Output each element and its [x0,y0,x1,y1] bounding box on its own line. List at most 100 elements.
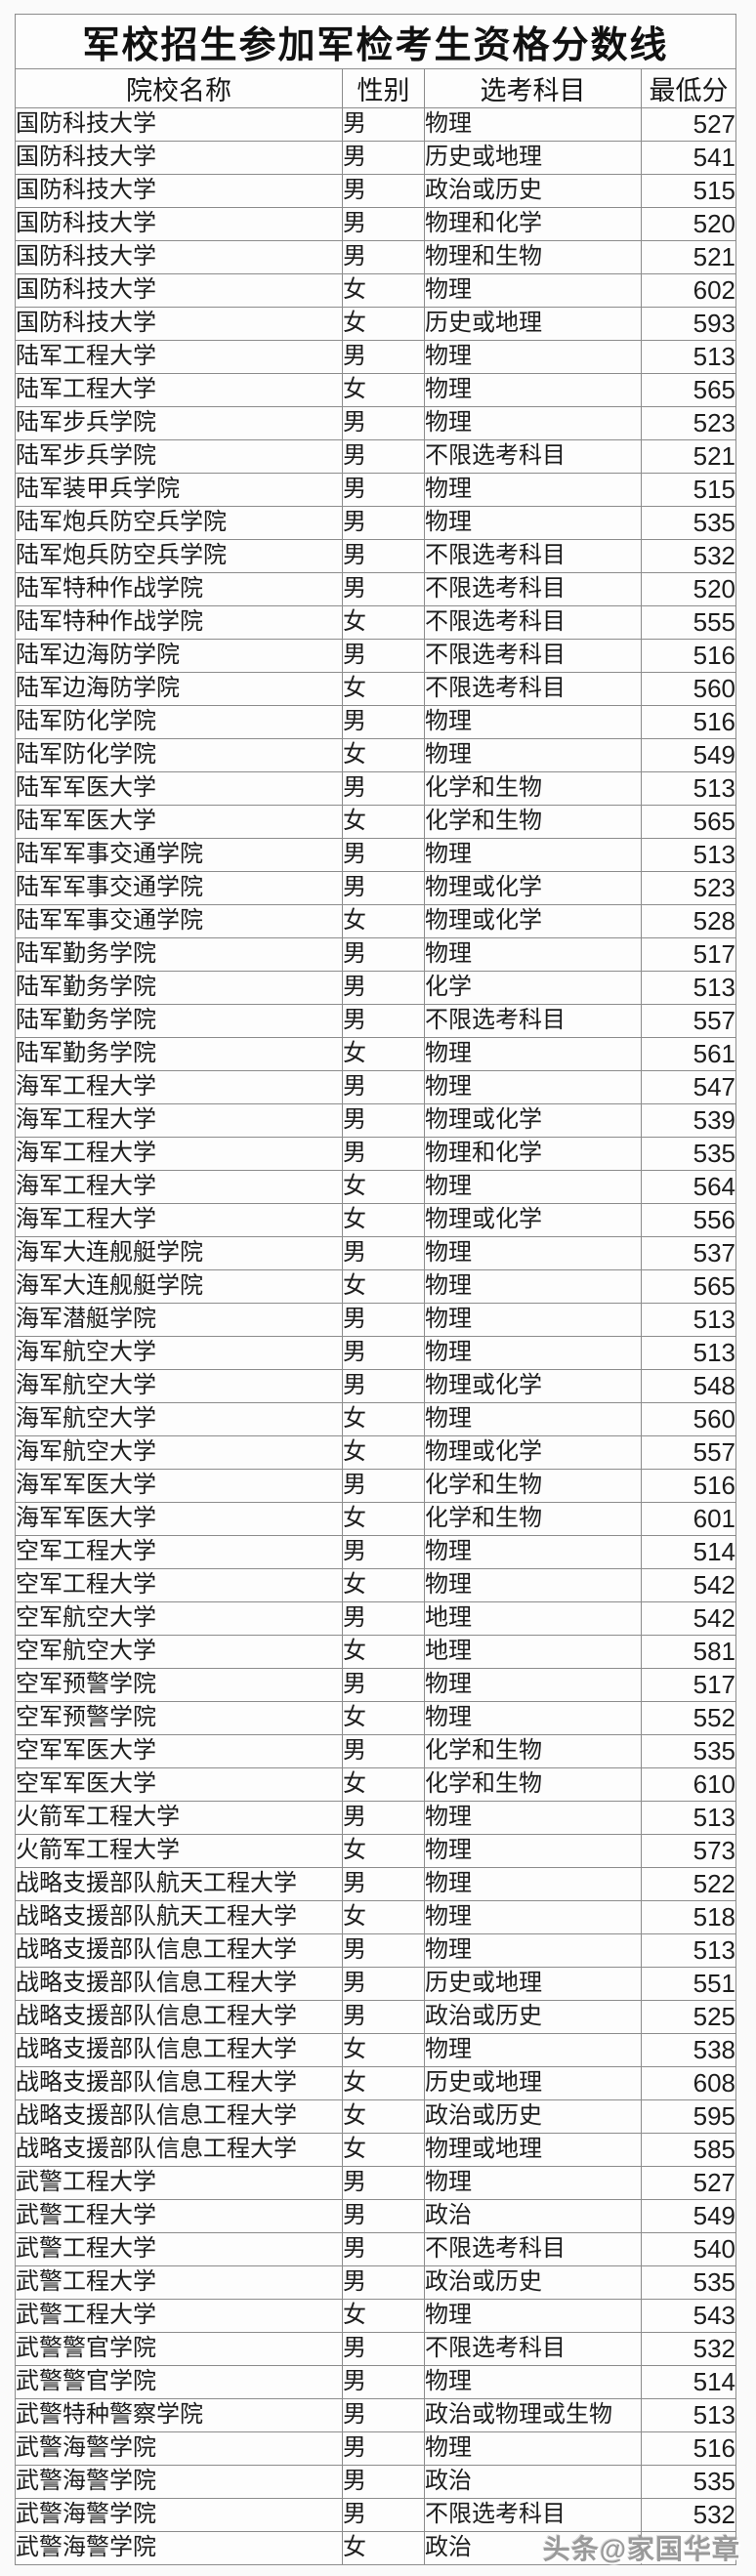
cell-school: 战略支援部队信息工程大学 [15,2000,343,2034]
cell-score: 523 [641,406,736,440]
table-row: 陆军勤务学院 男 物理 517 [15,937,736,972]
table-row: 武警工程大学 男 物理 527 [15,2166,736,2200]
cell-school: 陆军军医大学 [15,771,343,806]
cell-score: 528 [641,904,736,938]
cell-school: 陆军工程大学 [15,373,343,407]
cell-school: 海军工程大学 [15,1203,343,1237]
cell-score: 542 [641,1568,736,1602]
table-row: 战略支援部队信息工程大学 男 政治或历史 525 [15,2000,736,2034]
table-row: 空军工程大学 女 物理 542 [15,1568,736,1602]
cell-subjects: 化学和生物 [424,805,642,839]
cell-subjects: 政治 [424,2465,642,2499]
cell-score: 520 [641,207,736,241]
cell-gender: 女 [342,2531,425,2565]
cell-school: 武警警官学院 [15,2365,343,2399]
cell-score: 539 [641,1103,736,1138]
cell-gender: 男 [342,1535,425,1569]
cell-score: 513 [641,1933,736,1968]
table-row: 海军工程大学 女 物理或化学 556 [15,1203,736,1237]
cell-gender: 女 [342,605,425,640]
cell-gender: 男 [342,572,425,606]
cell-score: 521 [641,240,736,274]
table-row: 陆军防化学院 男 物理 516 [15,705,736,739]
cell-score: 593 [641,307,736,341]
table-row: 武警警官学院 男 不限选考科目 532 [15,2332,736,2366]
cell-gender: 男 [342,1601,425,1636]
cell-gender: 女 [342,2099,425,2134]
cell-gender: 男 [342,1469,425,1503]
cell-school: 战略支援部队信息工程大学 [15,1933,343,1968]
cell-subjects: 化学和生物 [424,1734,642,1768]
cell-score: 532 [641,539,736,573]
table-row: 国防科技大学 女 历史或地理 593 [15,307,736,341]
cell-subjects: 不限选考科目 [424,572,642,606]
cell-school: 海军工程大学 [15,1070,343,1104]
cell-gender: 女 [342,672,425,706]
cell-gender: 女 [342,2299,425,2333]
table-row: 战略支援部队信息工程大学 女 物理或地理 585 [15,2133,736,2167]
cell-gender: 女 [342,1900,425,1934]
cell-gender: 男 [342,240,425,274]
cell-gender: 男 [342,871,425,905]
cell-gender: 男 [342,2365,425,2399]
table-row: 陆军军事交通学院 男 物理或化学 523 [15,871,736,905]
cell-school: 武警工程大学 [15,2199,343,2233]
cell-score: 513 [641,838,736,872]
cell-gender: 男 [342,1967,425,2001]
table-row: 海军工程大学 男 物理和化学 535 [15,1137,736,1171]
table-row: 空军军医大学 男 化学和生物 535 [15,1734,736,1768]
cell-gender: 男 [342,1004,425,1038]
cell-school: 海军大连舰艇学院 [15,1236,343,1270]
cell-gender: 女 [342,1701,425,1735]
cell-subjects: 不限选考科目 [424,539,642,573]
cell-score: 518 [641,1900,736,1934]
cell-subjects: 化学 [424,971,642,1005]
cell-gender: 女 [342,1767,425,1802]
cell-subjects: 物理 [424,1303,642,1337]
table-row: 陆军勤务学院 男 不限选考科目 557 [15,1004,736,1038]
cell-gender: 男 [342,2431,425,2466]
table-row: 陆军军事交通学院 男 物理 513 [15,838,736,872]
cell-gender: 男 [342,207,425,241]
cell-subjects: 物理 [424,473,642,507]
cell-score: 532 [641,2498,736,2532]
cell-school: 陆军步兵学院 [15,439,343,474]
cell-subjects: 政治或历史 [424,2000,642,2034]
cell-subjects: 物理 [424,406,642,440]
cell-school: 武警特种警察学院 [15,2398,343,2432]
cell-school: 火箭军工程大学 [15,1801,343,1835]
table-row: 海军航空大学 男 物理或化学 548 [15,1369,736,1403]
table-row: 陆军边海防学院 女 不限选考科目 560 [15,672,736,706]
cell-score [641,2531,736,2565]
table-row: 陆军勤务学院 女 物理 561 [15,1037,736,1071]
cell-school: 陆军工程大学 [15,340,343,374]
cell-school: 陆军勤务学院 [15,1037,343,1071]
table-row: 国防科技大学 男 物理 527 [15,107,736,142]
cell-gender: 男 [342,838,425,872]
table-row: 陆军炮兵防空兵学院 男 不限选考科目 532 [15,539,736,573]
cell-school: 武警海警学院 [15,2465,343,2499]
cell-gender: 男 [342,1070,425,1104]
cell-score: 513 [641,971,736,1005]
cell-score: 535 [641,506,736,540]
cell-score: 522 [641,1867,736,1901]
cell-score: 523 [641,871,736,905]
cell-subjects: 物理 [424,2166,642,2200]
cell-subjects: 物理和生物 [424,240,642,274]
col-header-minscore: 最低分 [641,68,736,108]
cell-score: 513 [641,340,736,374]
cell-school: 陆军军事交通学院 [15,871,343,905]
table-row: 陆军军医大学 男 化学和生物 513 [15,771,736,806]
table-row: 国防科技大学 男 历史或地理 541 [15,141,736,175]
table-row: 武警海警学院 男 不限选考科目 532 [15,2498,736,2532]
cell-school: 空军军医大学 [15,1734,343,1768]
cell-gender: 女 [342,1037,425,1071]
cell-school: 陆军炮兵防空兵学院 [15,506,343,540]
cell-school: 空军军医大学 [15,1767,343,1802]
cell-school: 武警工程大学 [15,2232,343,2266]
cell-score: 549 [641,2199,736,2233]
cell-subjects: 物理 [424,738,642,772]
cell-score: 542 [641,1601,736,1636]
table-row: 国防科技大学 男 物理和生物 521 [15,240,736,274]
table-row: 海军航空大学 女 物理或化学 557 [15,1435,736,1470]
